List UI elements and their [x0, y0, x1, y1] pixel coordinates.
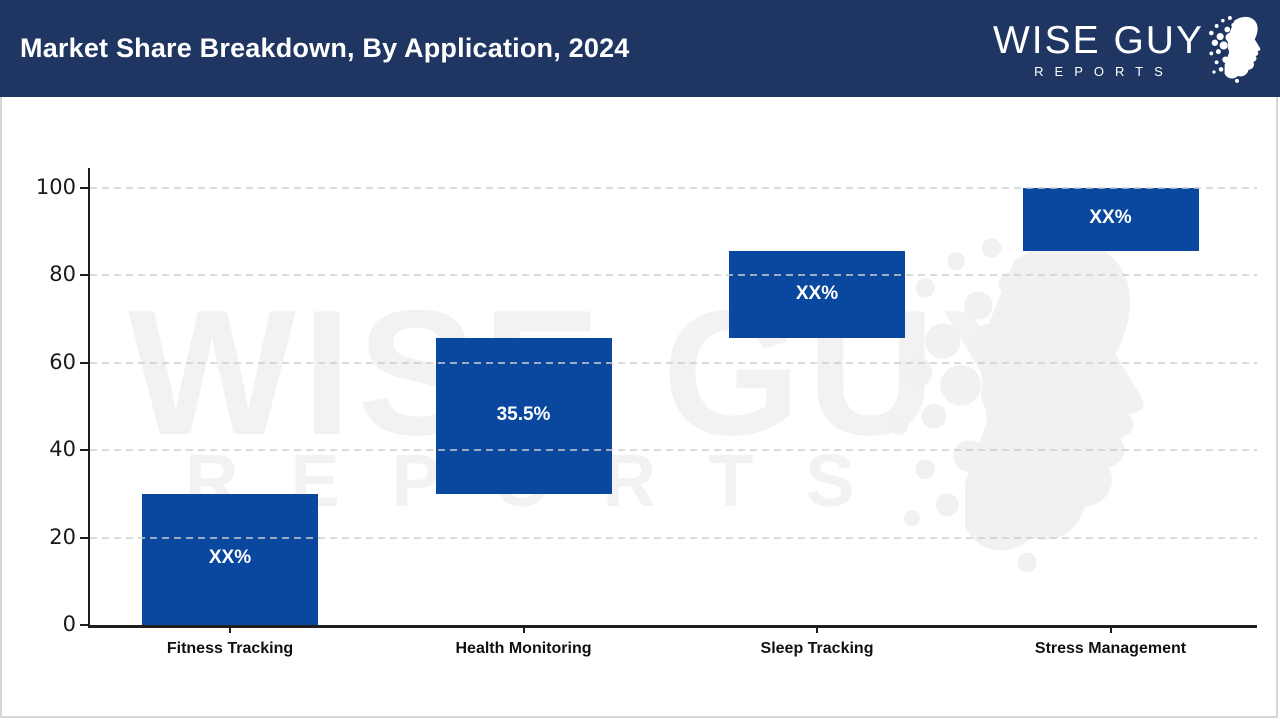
- bar-value-label: 35.5%: [496, 404, 551, 426]
- y-tick-label-20: 20: [49, 524, 76, 549]
- y-tick-40: [80, 449, 88, 451]
- brand-logo: WISE GUY REPORTS: [993, 6, 1268, 92]
- gridline-100: [90, 186, 1257, 189]
- bar-fitness-tracking: [142, 493, 318, 625]
- dotted-head-icon: [1209, 16, 1261, 83]
- y-tick-20: [80, 536, 88, 539]
- bar-sleep-tracking: [729, 250, 905, 339]
- category-label-3: Stress Management: [1034, 640, 1187, 657]
- y-axis-line: [88, 168, 90, 627]
- bar-health-monitoring: [435, 338, 612, 494]
- gridline-60: [90, 361, 1257, 364]
- x-tick-2: [816, 625, 818, 633]
- y-tick-label-60: 60: [49, 349, 76, 374]
- gridline-80: [90, 274, 1257, 276]
- gridline-20: [90, 536, 1257, 539]
- category-label-0: Fitness Tracking: [166, 640, 294, 657]
- watermark-dotted-head: [887, 238, 1144, 573]
- y-tick-80: [80, 274, 88, 276]
- category-label-1: Health Monitoring: [455, 640, 592, 657]
- gridline-40: [90, 449, 1257, 451]
- brand-logo-text: WISE GUY REPORTS: [992, 18, 1204, 79]
- bar-value-label: XX%: [208, 547, 252, 569]
- y-tick-label-100: 100: [35, 174, 76, 199]
- bar-stress-management: [1022, 187, 1199, 251]
- bar-value-label: XX%: [1089, 207, 1132, 229]
- x-axis-line: [88, 625, 1257, 628]
- y-tick-60: [80, 361, 88, 364]
- brand-name: WISE GUY: [992, 18, 1204, 62]
- y-tick-label-40: 40: [49, 437, 76, 461]
- x-tick-3: [1109, 625, 1112, 633]
- x-tick-0: [229, 625, 231, 633]
- bar-value-label: XX%: [795, 282, 839, 304]
- page-title: Market Share Breakdown, By Application, …: [20, 33, 630, 63]
- y-tick-label-0: 0: [62, 612, 76, 636]
- brand-subname: REPORTS: [1034, 63, 1174, 79]
- header-bar: Market Share Breakdown, By Application, …: [0, 0, 1280, 97]
- y-tick-0: [80, 624, 88, 626]
- y-tick-label-80: 80: [49, 262, 76, 286]
- category-label-2: Sleep Tracking: [760, 640, 874, 657]
- x-tick-1: [522, 625, 525, 633]
- y-tick-100: [80, 186, 88, 189]
